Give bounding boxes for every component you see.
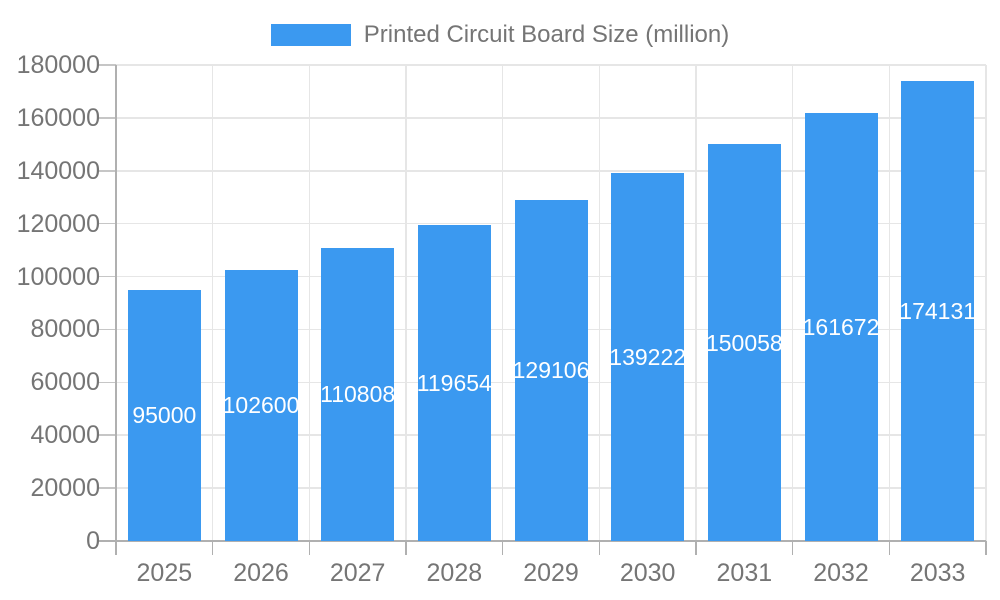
x-axis-label: 2031 xyxy=(716,559,773,587)
y-tick xyxy=(98,222,116,225)
x-axis-label: 2029 xyxy=(523,559,579,587)
bar-value-label: 110808 xyxy=(320,381,396,408)
y-axis-label: 160000 xyxy=(16,103,100,132)
bar-2026[interactable] xyxy=(224,269,298,541)
legend-swatch-icon xyxy=(270,24,351,46)
x-tick xyxy=(211,541,214,555)
y-tick xyxy=(98,170,116,172)
bar-value-label: 102600 xyxy=(222,392,300,419)
h-gridline xyxy=(116,170,986,172)
y-tick xyxy=(98,275,116,278)
y-axis-label: 140000 xyxy=(16,156,100,185)
bar-value-label: 129106 xyxy=(512,357,590,384)
bar-2032[interactable] xyxy=(804,113,878,541)
v-gridline xyxy=(695,65,697,541)
v-gridline xyxy=(308,65,311,541)
y-axis-label: 60000 xyxy=(30,368,100,397)
h-gridline xyxy=(116,117,986,119)
x-axis-label: 2033 xyxy=(909,559,966,587)
bar-2028[interactable] xyxy=(417,224,491,541)
y-tick xyxy=(98,117,116,119)
y-tick xyxy=(98,434,116,436)
x-tick xyxy=(985,541,987,555)
x-axis-baseline xyxy=(116,540,986,542)
x-tick xyxy=(501,541,504,555)
y-tick xyxy=(98,64,116,66)
x-axis-label: 2027 xyxy=(329,559,386,587)
bar-2027[interactable] xyxy=(321,247,395,541)
x-tick xyxy=(405,541,407,555)
v-gridline xyxy=(405,65,407,541)
v-gridline xyxy=(501,65,504,541)
bar-value-label: 161672 xyxy=(802,314,880,341)
x-tick xyxy=(598,541,601,555)
v-gridline xyxy=(791,65,794,541)
bar-2031[interactable] xyxy=(707,144,781,541)
bar-value-label: 150058 xyxy=(705,329,783,356)
y-tick xyxy=(98,487,116,489)
y-axis-label: 40000 xyxy=(30,421,100,450)
y-axis-label: 120000 xyxy=(16,209,100,238)
y-axis-label: 80000 xyxy=(30,315,100,344)
x-axis-label: 2032 xyxy=(813,559,869,587)
x-axis-label: 2026 xyxy=(233,559,289,587)
legend-item[interactable]: Printed Circuit Board Size (million) xyxy=(0,21,1000,49)
h-gridline xyxy=(116,64,986,66)
bar-value-label: 119654 xyxy=(416,369,492,396)
y-axis-label: 180000 xyxy=(16,51,100,79)
bar-2025[interactable] xyxy=(127,289,201,541)
bar-2030[interactable] xyxy=(611,172,685,541)
y-axis-label: 20000 xyxy=(30,474,100,503)
y-tick xyxy=(98,328,116,331)
y-tick xyxy=(98,540,116,542)
bar-value-label: 95000 xyxy=(132,402,197,429)
y-axis-label: 100000 xyxy=(16,262,100,291)
x-tick xyxy=(888,541,891,555)
y-axis-line xyxy=(115,65,117,555)
v-gridline xyxy=(985,65,987,541)
y-axis-label: 0 xyxy=(86,527,100,555)
v-gridline xyxy=(598,65,601,541)
bar-value-label: 139222 xyxy=(609,343,687,370)
x-tick xyxy=(308,541,311,555)
v-gridline xyxy=(888,65,891,541)
bar-2033[interactable] xyxy=(901,80,975,541)
x-tick xyxy=(791,541,794,555)
x-axis-label: 2028 xyxy=(426,559,483,587)
x-axis-label: 2030 xyxy=(619,559,676,587)
bar-2029[interactable] xyxy=(514,199,588,541)
x-axis-label: 2025 xyxy=(136,559,193,587)
bar-value-label: 174131 xyxy=(899,297,977,324)
v-gridline xyxy=(211,65,214,541)
legend-label: Printed Circuit Board Size (million) xyxy=(363,21,730,48)
x-tick xyxy=(695,541,697,555)
y-tick xyxy=(98,381,116,384)
